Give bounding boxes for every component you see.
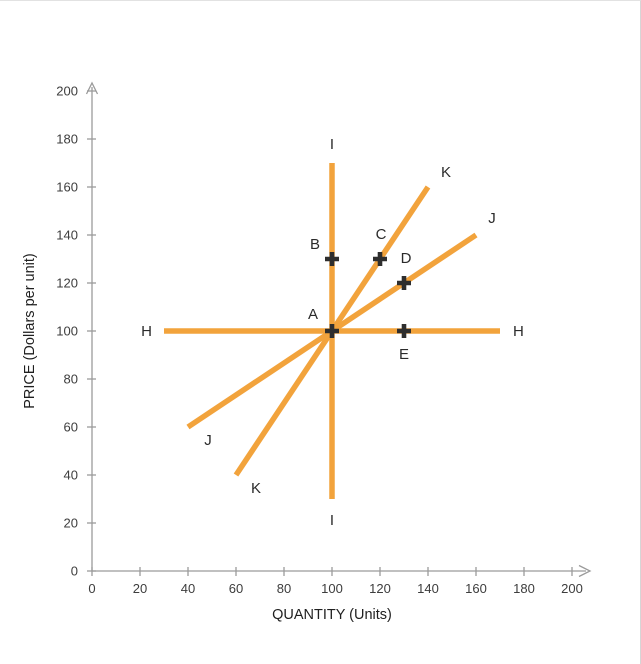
point-label-D: D xyxy=(401,250,412,267)
x-axis-arrow-icon xyxy=(578,564,592,578)
curve-label-I: I xyxy=(330,512,334,529)
point-label-A: A xyxy=(308,306,318,323)
point-marker-A xyxy=(325,324,339,338)
x-tick-label: 160 xyxy=(465,581,487,596)
x-tick-label: 40 xyxy=(181,581,195,596)
y-tick-label: 100 xyxy=(56,324,78,339)
y-tick-label: 180 xyxy=(56,132,78,147)
x-tick-label: 60 xyxy=(229,581,243,596)
y-tick-label: 40 xyxy=(64,468,78,483)
y-tick-label: 120 xyxy=(56,276,78,291)
y-axis-arrow-icon xyxy=(85,81,99,95)
x-tick-label: 100 xyxy=(321,581,343,596)
curve-label-I: I xyxy=(330,136,334,153)
y-tick-label: 160 xyxy=(56,180,78,195)
y-tick-label: 140 xyxy=(56,228,78,243)
chart-layers: 0 20 40 60 80 100 120 140 160 180 200 0 20 40 60 80 100 1… xyxy=(56,81,592,596)
x-tick-label: 80 xyxy=(277,581,291,596)
point-label-C: C xyxy=(376,226,387,243)
x-tick-label: 120 xyxy=(369,581,391,596)
x-tick-label: 20 xyxy=(133,581,147,596)
curve-label-K: K xyxy=(441,164,451,181)
curve-label-K: K xyxy=(251,480,261,497)
x-tick-label: 0 xyxy=(88,581,95,596)
curve-label-J: J xyxy=(204,432,212,449)
y-tick-label: 0 xyxy=(71,564,78,579)
x-axis-title: QUANTITY (Units) xyxy=(272,607,392,623)
x-tick-label: 200 xyxy=(561,581,583,596)
y-tick-label: 20 xyxy=(64,516,78,531)
x-tick-label: 140 xyxy=(417,581,439,596)
y-tick-label: 200 xyxy=(56,84,78,99)
point-label-B: B xyxy=(310,236,320,253)
point-label-E: E xyxy=(399,346,409,363)
y-tick-label: 60 xyxy=(64,420,78,435)
curve-label-H: H xyxy=(513,323,524,340)
point-marker-B xyxy=(325,252,339,266)
y-axis-title: PRICE (Dollars per unit) xyxy=(22,253,38,409)
point-marker-E xyxy=(397,324,411,338)
curve-label-H: H xyxy=(141,323,152,340)
y-tick-label: 80 xyxy=(64,372,78,387)
point-marker-C xyxy=(373,252,387,266)
curve-label-J: J xyxy=(488,210,496,227)
point-marker-D xyxy=(397,276,411,290)
x-tick-label: 180 xyxy=(513,581,535,596)
